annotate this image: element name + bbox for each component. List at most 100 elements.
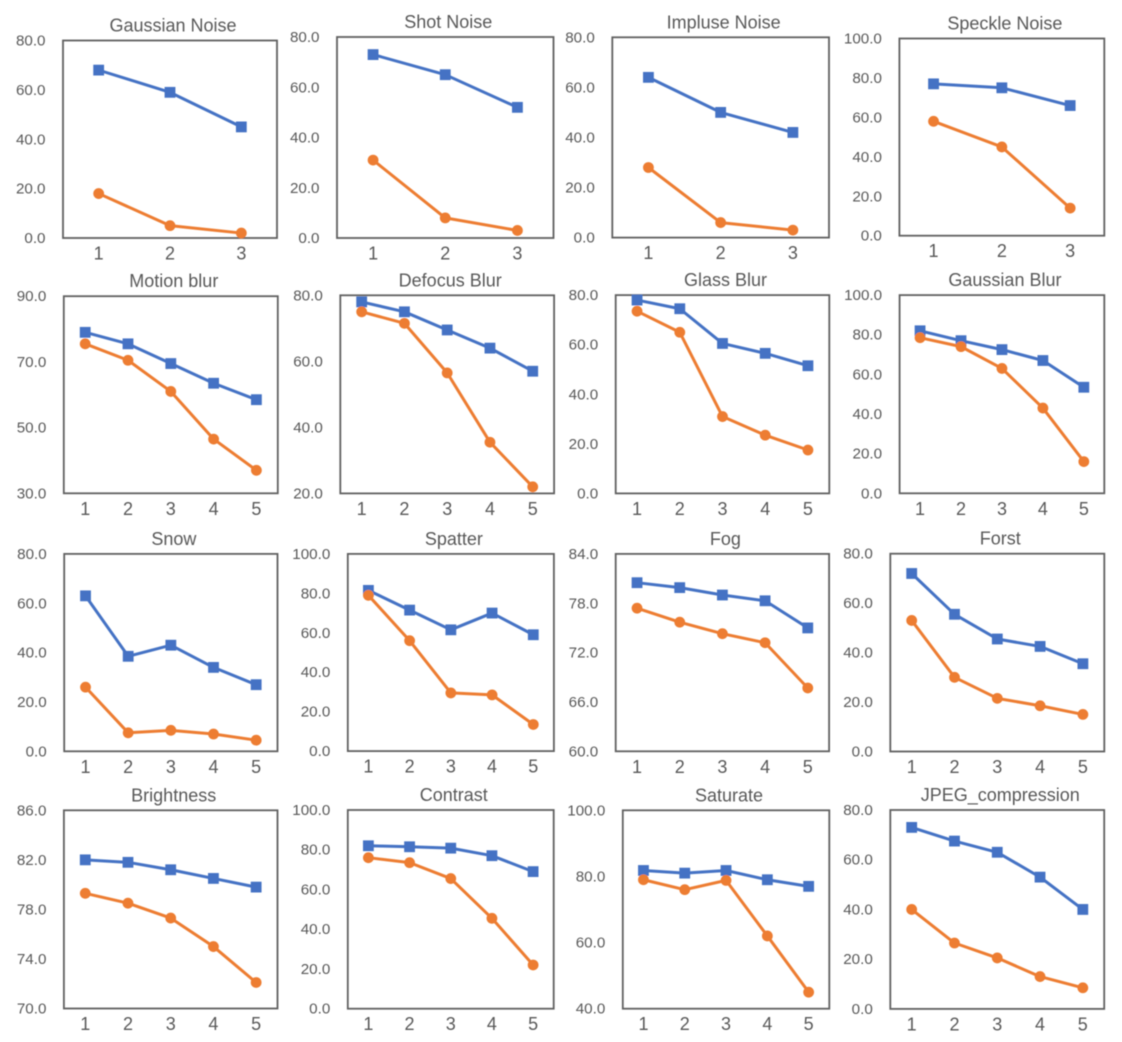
svg-text:1: 1 [632,499,642,519]
svg-text:3: 3 [166,1014,176,1034]
svg-text:60.0: 60.0 [290,79,320,96]
svg-text:0.0: 0.0 [852,1001,873,1018]
svg-text:100.0: 100.0 [844,31,882,48]
svg-text:80.0: 80.0 [290,29,320,46]
svg-text:20.0: 20.0 [843,694,873,711]
svg-text:1: 1 [81,757,91,777]
svg-text:1: 1 [80,1014,90,1034]
svg-text:80.0: 80.0 [565,29,595,46]
svg-text:80.0: 80.0 [853,327,883,344]
svg-text:86.0: 86.0 [17,802,47,819]
svg-text:60.0: 60.0 [852,109,882,126]
svg-text:40.0: 40.0 [853,406,883,423]
svg-text:2: 2 [716,243,726,263]
svg-text:78.0: 78.0 [17,901,47,918]
svg-text:80.0: 80.0 [569,287,599,304]
svg-text:20.0: 20.0 [16,181,46,198]
svg-text:3: 3 [446,757,456,777]
svg-text:1: 1 [915,499,925,519]
svg-text:Speckle Noise: Speckle Noise [947,14,1062,34]
svg-text:1: 1 [907,757,917,777]
svg-text:3: 3 [236,244,246,264]
svg-text:90.0: 90.0 [17,288,47,305]
svg-text:3: 3 [992,757,1002,777]
svg-text:3: 3 [997,499,1007,519]
svg-text:1: 1 [80,499,90,519]
svg-text:100.0: 100.0 [844,287,882,304]
svg-text:Fog: Fog [710,529,741,549]
svg-text:1: 1 [929,241,939,261]
svg-text:5: 5 [1079,499,1089,519]
svg-text:2: 2 [405,757,415,777]
svg-text:4: 4 [487,1014,497,1034]
svg-text:20.0: 20.0 [290,180,320,197]
svg-text:84.0: 84.0 [569,546,599,563]
svg-text:60.0: 60.0 [565,79,595,96]
svg-text:Shot Noise: Shot Noise [404,12,492,32]
svg-text:2: 2 [440,244,450,264]
svg-text:0.0: 0.0 [861,485,882,502]
svg-text:40.0: 40.0 [16,131,46,148]
svg-text:80.0: 80.0 [293,287,323,304]
svg-text:20.0: 20.0 [843,951,873,968]
svg-text:4: 4 [1035,1014,1045,1034]
svg-text:5: 5 [803,499,813,519]
svg-text:3: 3 [442,499,452,519]
svg-text:Impluse Noise: Impluse Noise [667,12,781,32]
svg-text:5: 5 [251,1014,261,1034]
svg-text:0.0: 0.0 [577,485,598,502]
svg-text:4: 4 [760,757,770,777]
svg-text:5: 5 [251,757,261,777]
svg-text:60.0: 60.0 [16,82,46,99]
svg-text:20.0: 20.0 [293,485,323,502]
svg-text:2: 2 [165,244,175,264]
svg-text:3: 3 [1065,241,1075,261]
svg-text:4: 4 [487,757,497,777]
svg-text:0.0: 0.0 [26,743,47,760]
svg-text:60.0: 60.0 [843,595,873,612]
svg-text:60.0: 60.0 [293,353,323,370]
svg-text:0.0: 0.0 [309,743,330,760]
svg-text:20.0: 20.0 [301,704,331,721]
svg-text:80.0: 80.0 [301,585,331,602]
svg-text:3: 3 [717,757,727,777]
svg-text:2: 2 [956,499,966,519]
svg-text:3: 3 [166,757,176,777]
svg-text:2: 2 [675,757,685,777]
svg-text:2: 2 [405,1014,415,1034]
svg-text:80.0: 80.0 [17,546,47,563]
svg-text:3: 3 [717,499,727,519]
svg-text:1: 1 [643,243,653,263]
svg-text:40.0: 40.0 [843,645,873,662]
svg-text:30.0: 30.0 [17,485,47,502]
svg-text:5: 5 [528,499,538,519]
svg-text:Motion blur: Motion blur [129,271,218,291]
svg-text:Glass Blur: Glass Blur [684,270,767,290]
svg-text:Forst: Forst [980,529,1021,549]
svg-text:2: 2 [675,499,685,519]
svg-text:3: 3 [788,243,798,263]
svg-text:Saturate: Saturate [695,785,763,805]
svg-text:20.0: 20.0 [301,961,331,978]
svg-text:3: 3 [446,1014,456,1034]
svg-text:5: 5 [528,1014,538,1034]
svg-text:5: 5 [1078,1014,1088,1034]
svg-text:60.0: 60.0 [569,337,599,354]
svg-text:20.0: 20.0 [852,188,882,205]
svg-text:Spatter: Spatter [425,529,483,549]
svg-text:4: 4 [762,1014,772,1034]
svg-text:40.0: 40.0 [576,1001,606,1018]
svg-text:0.0: 0.0 [309,1001,330,1018]
svg-text:JPEG_compression: JPEG_compression [921,785,1080,806]
svg-text:80.0: 80.0 [301,842,331,859]
svg-text:3: 3 [166,499,176,519]
svg-text:1: 1 [363,757,373,777]
svg-text:1: 1 [638,1014,648,1034]
svg-text:4: 4 [209,757,219,777]
svg-text:2: 2 [949,757,959,777]
svg-text:80.0: 80.0 [843,546,873,563]
svg-text:80.0: 80.0 [843,802,873,819]
svg-text:0.0: 0.0 [861,228,882,245]
svg-text:50.0: 50.0 [17,420,47,437]
svg-text:5: 5 [803,757,813,777]
